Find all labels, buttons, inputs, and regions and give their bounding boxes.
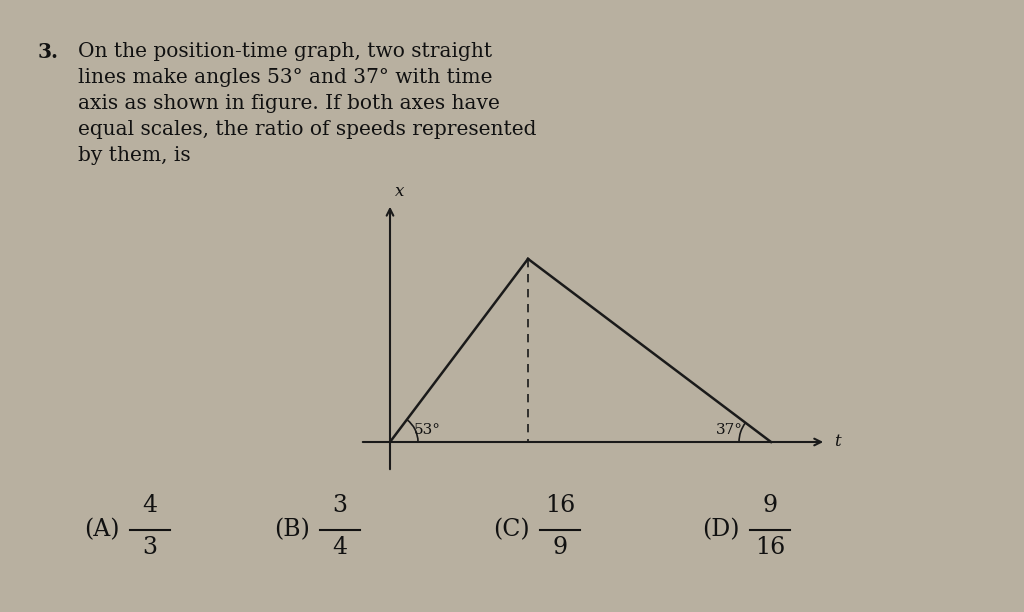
Text: 4: 4 bbox=[142, 493, 158, 517]
Text: 3: 3 bbox=[142, 537, 158, 559]
Text: axis as shown in figure. If both axes have: axis as shown in figure. If both axes ha… bbox=[78, 94, 500, 113]
Text: (D): (D) bbox=[702, 518, 740, 542]
Text: t: t bbox=[834, 433, 841, 450]
Text: 3: 3 bbox=[333, 493, 347, 517]
Text: 4: 4 bbox=[333, 537, 347, 559]
Text: equal scales, the ratio of speeds represented: equal scales, the ratio of speeds repres… bbox=[78, 120, 537, 139]
Text: (C): (C) bbox=[494, 518, 530, 542]
Text: 16: 16 bbox=[755, 537, 785, 559]
Text: 9: 9 bbox=[763, 493, 777, 517]
Text: lines make angles 53° and 37° with time: lines make angles 53° and 37° with time bbox=[78, 68, 493, 87]
Text: (A): (A) bbox=[85, 518, 120, 542]
Text: 16: 16 bbox=[545, 493, 575, 517]
Text: 37°: 37° bbox=[716, 423, 743, 437]
Text: 9: 9 bbox=[552, 537, 567, 559]
Text: 3.: 3. bbox=[38, 42, 59, 62]
Text: by them, is: by them, is bbox=[78, 146, 190, 165]
Text: On the position-time graph, two straight: On the position-time graph, two straight bbox=[78, 42, 493, 61]
Text: (B): (B) bbox=[274, 518, 310, 542]
Text: 53°: 53° bbox=[414, 423, 441, 437]
Text: x: x bbox=[395, 183, 404, 200]
